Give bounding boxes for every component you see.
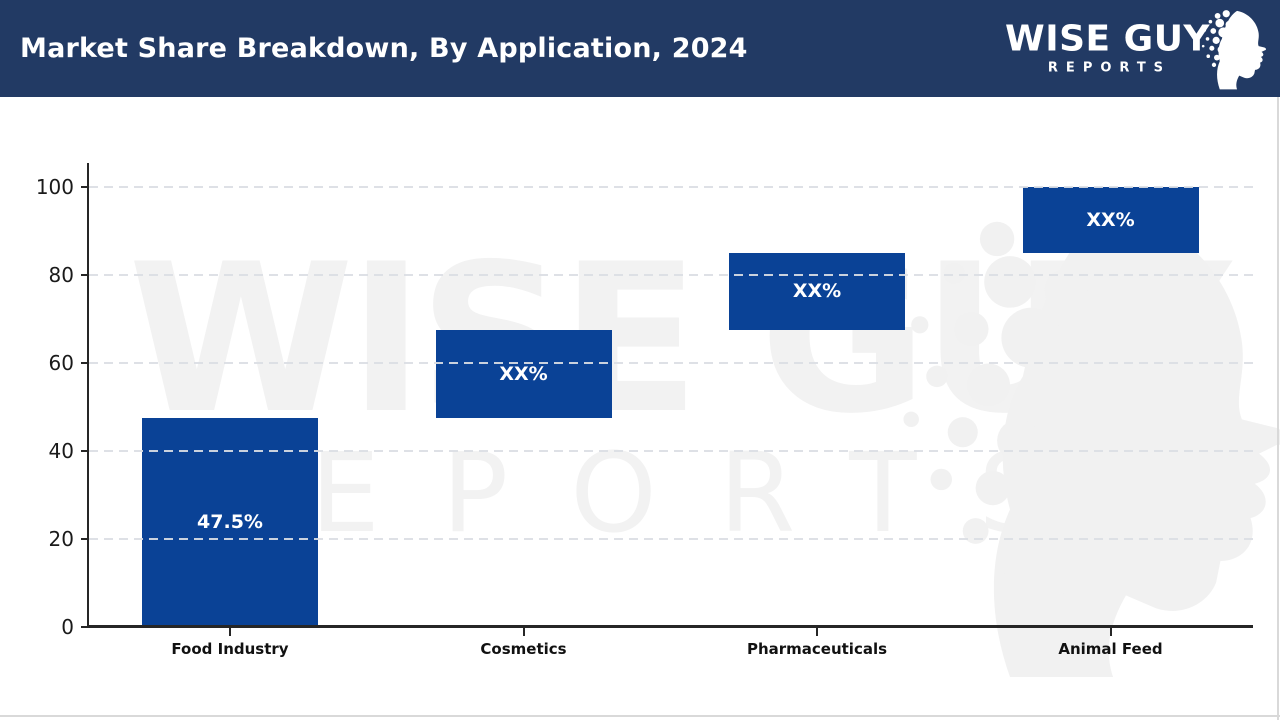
frame-right-line: [1277, 97, 1279, 720]
y-axis-tick: [81, 537, 88, 540]
category-label: Cosmetics: [480, 640, 567, 658]
x-axis-tick: [229, 628, 231, 636]
y-tick-label: 100: [35, 174, 74, 199]
logo-wordmark: WISE GUY: [1004, 18, 1210, 60]
y-tick-label: 0: [61, 615, 74, 639]
category-label: Food Industry: [171, 640, 289, 658]
category-label: Animal Feed: [1058, 640, 1163, 658]
brand-logo: WISE GUY REPORTS: [1005, 8, 1268, 89]
y-axis-tick: [81, 626, 88, 628]
watermark-subtext: REPORTS: [172, 429, 1111, 557]
x-axis-tick: [522, 628, 525, 636]
logo-text: WISE GUY REPORTS: [1004, 18, 1210, 76]
bar-value-label: XX%: [792, 280, 842, 303]
y-tick-label: 60: [48, 350, 74, 375]
y-axis-tick: [81, 361, 88, 364]
y-tick-label: 40: [48, 438, 74, 463]
logo-subtext: REPORTS: [1047, 60, 1172, 76]
bar-food-industry: 47.5%: [142, 417, 318, 627]
y-tick-label: 80: [48, 262, 74, 287]
gridline: [89, 185, 1253, 188]
bar-animal-feed: XX%: [1022, 186, 1199, 253]
x-axis-tick: [816, 628, 818, 636]
gridline: [89, 273, 1253, 276]
bar-cosmetics: XX%: [435, 329, 612, 418]
watermark-head-icon: [868, 196, 1280, 677]
logo-head-icon: [1196, 8, 1268, 89]
header-bar: Market Share Breakdown, By Application, …: [0, 0, 1280, 97]
gridline: [89, 361, 1253, 364]
bar-value-label: XX%: [499, 362, 548, 385]
frame-bottom-line: [0, 715, 1280, 717]
y-axis-tick: [81, 449, 88, 452]
x-axis-tick: [1109, 628, 1112, 636]
category-label: Pharmaceuticals: [746, 640, 888, 658]
y-axis-tick: [81, 273, 88, 276]
bar-pharmaceuticals: XX%: [729, 252, 905, 330]
bar-value-label: XX%: [1086, 208, 1135, 231]
y-axis-line: [87, 163, 89, 628]
gridline: [89, 537, 1253, 540]
y-axis-tick: [81, 185, 88, 188]
gridline: [89, 449, 1253, 452]
y-tick-label: 20: [48, 526, 74, 551]
page-title: Market Share Breakdown, By Application, …: [20, 33, 748, 64]
x-axis-line: [87, 625, 1253, 628]
bar-value-label: 47.5%: [197, 511, 263, 534]
